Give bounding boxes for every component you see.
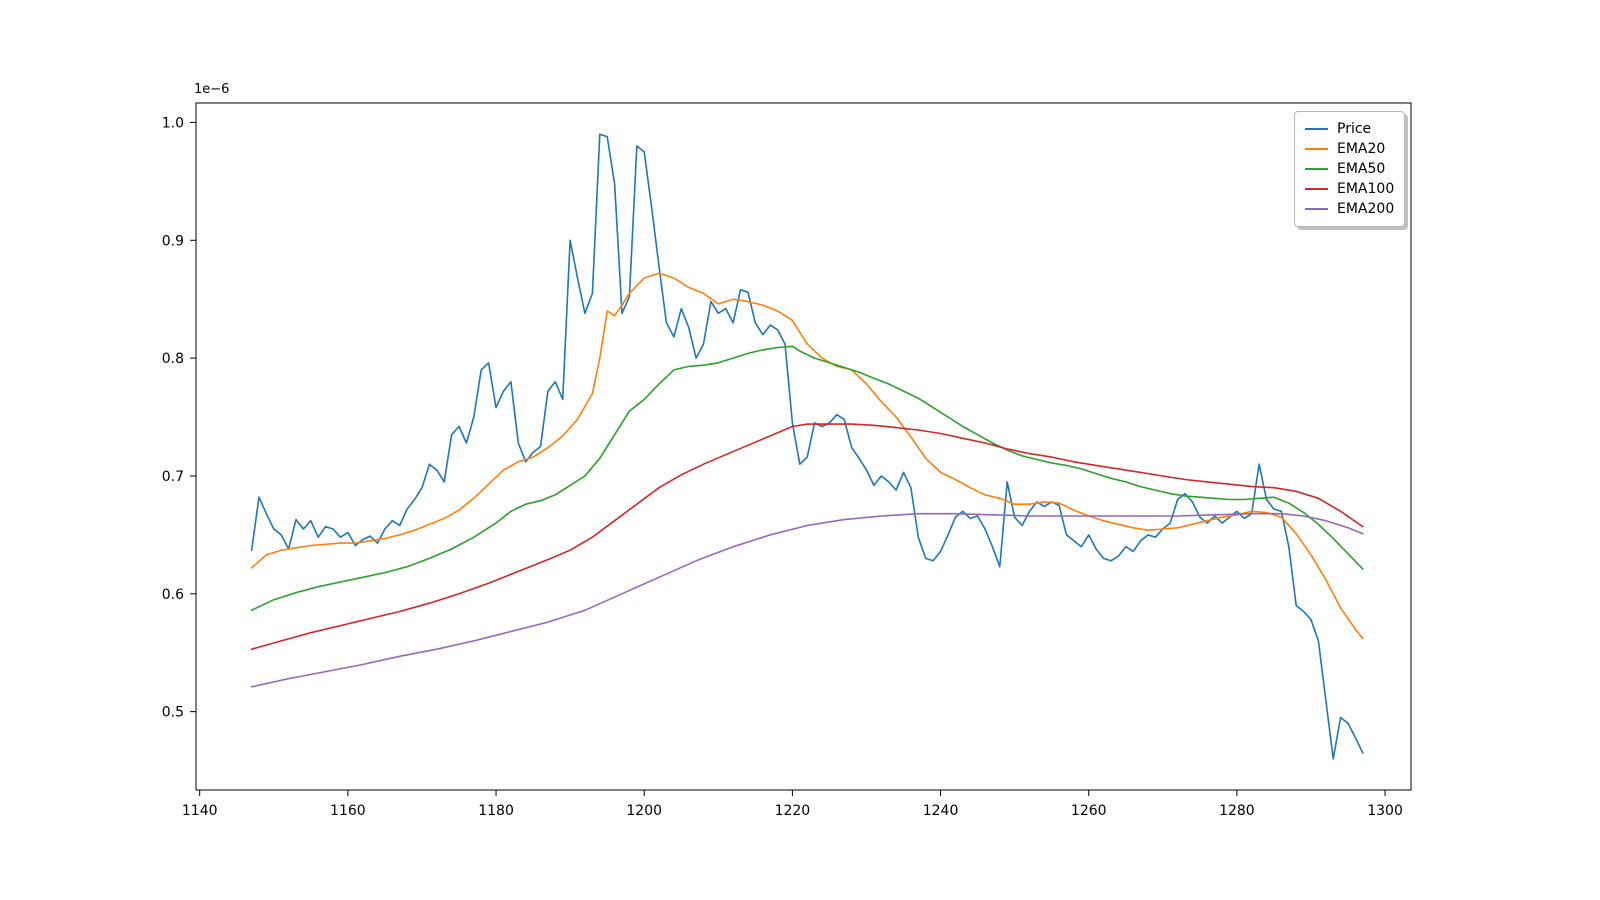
svg-text:0.5: 0.5	[162, 705, 184, 721]
svg-text:1200: 1200	[626, 803, 662, 819]
svg-text:1300: 1300	[1367, 803, 1403, 819]
legend-label: Price	[1337, 120, 1372, 137]
svg-text:1140: 1140	[182, 803, 218, 819]
svg-text:1.0: 1.0	[162, 115, 184, 131]
legend-item: EMA20	[1305, 139, 1394, 159]
legend-label: EMA50	[1337, 160, 1386, 177]
legend-item: Price	[1305, 119, 1394, 139]
svg-text:1280: 1280	[1219, 803, 1255, 819]
svg-text:1180: 1180	[478, 803, 514, 819]
legend-item: EMA50	[1305, 159, 1394, 179]
legend-line-swatch	[1305, 188, 1328, 190]
legend-item: EMA200	[1305, 199, 1394, 219]
legend-line-swatch	[1305, 208, 1328, 210]
legend: Price EMA20 EMA50 EMA100 EMA200	[1294, 111, 1406, 227]
legend-label: EMA100	[1337, 180, 1395, 197]
legend-label: EMA20	[1337, 140, 1386, 157]
svg-text:1220: 1220	[775, 803, 811, 819]
svg-text:0.6: 0.6	[162, 587, 184, 603]
legend-line-swatch	[1305, 128, 1328, 130]
svg-text:0.9: 0.9	[162, 233, 184, 249]
svg-text:1260: 1260	[1071, 803, 1107, 819]
legend-line-swatch	[1305, 148, 1328, 150]
svg-text:1e−6: 1e−6	[194, 82, 229, 97]
svg-text:1160: 1160	[330, 803, 366, 819]
svg-text:0.7: 0.7	[162, 469, 184, 485]
svg-text:1240: 1240	[923, 803, 959, 819]
svg-text:0.8: 0.8	[162, 351, 184, 367]
legend-item: EMA100	[1305, 179, 1394, 199]
legend-line-swatch	[1305, 168, 1328, 170]
legend-label: EMA200	[1337, 200, 1395, 217]
